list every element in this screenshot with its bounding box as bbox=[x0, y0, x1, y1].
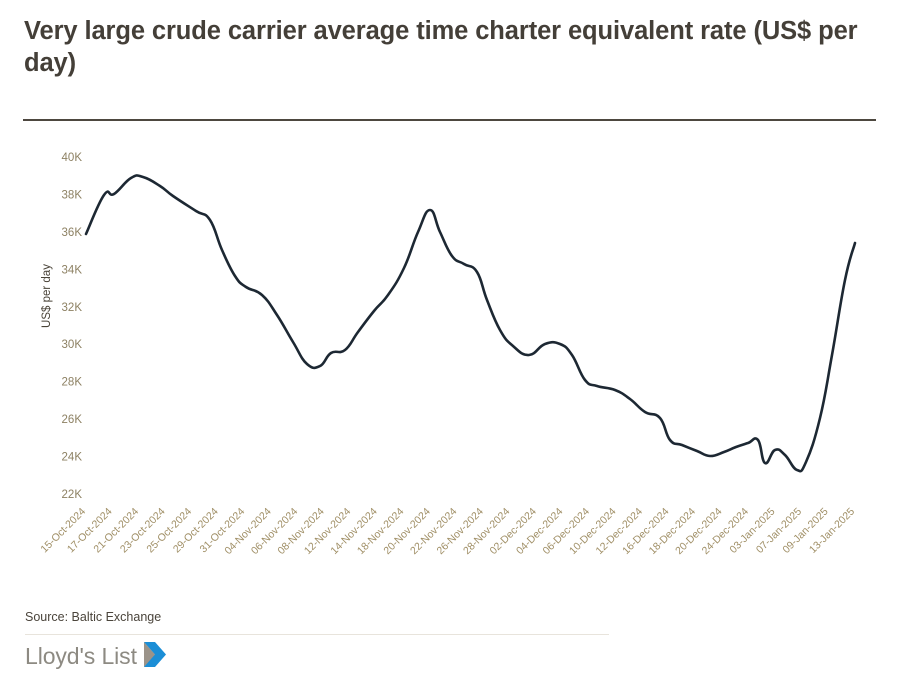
logo-text: Lloyd's List bbox=[25, 642, 137, 669]
line-chart: 40K 38K 36K 34K 32K 30K 28K 26K 24K 22K 15-Oct-20… bbox=[38, 152, 857, 558]
y-axis-tick-label: 32K bbox=[62, 302, 83, 314]
lloyds-list-chevron-icon bbox=[143, 642, 166, 667]
y-axis-tick-label: 28K bbox=[62, 377, 83, 389]
page-title: Very large crude carrier average time ch… bbox=[24, 17, 858, 77]
y-axis-title: US$ per day bbox=[41, 264, 53, 328]
x-axis-ticks: 15-Oct-202417-Oct-202421-Oct-202423-Oct-… bbox=[38, 506, 857, 558]
title-divider bbox=[23, 119, 876, 121]
y-axis-tick-label: 30K bbox=[62, 339, 83, 351]
y-axis-tick-label: 26K bbox=[62, 414, 83, 426]
y-axis-tick-label: 38K bbox=[62, 189, 83, 201]
y-axis-tick-label: 24K bbox=[62, 452, 83, 464]
y-axis-ticks: 40K 38K 36K 34K 32K 30K 28K 26K 24K 22K bbox=[62, 152, 83, 501]
data-series-line bbox=[84, 174, 857, 473]
lloyds-list-logo: Lloyd's List bbox=[25, 641, 167, 671]
y-axis-tick-label: 34K bbox=[62, 264, 83, 276]
source-note: Source: Baltic Exchange bbox=[25, 610, 162, 624]
footer-divider bbox=[25, 634, 609, 635]
y-axis-tick-label: 22K bbox=[62, 489, 83, 501]
y-axis-tick-label: 40K bbox=[62, 152, 83, 164]
y-axis-tick-label: 36K bbox=[62, 227, 83, 239]
